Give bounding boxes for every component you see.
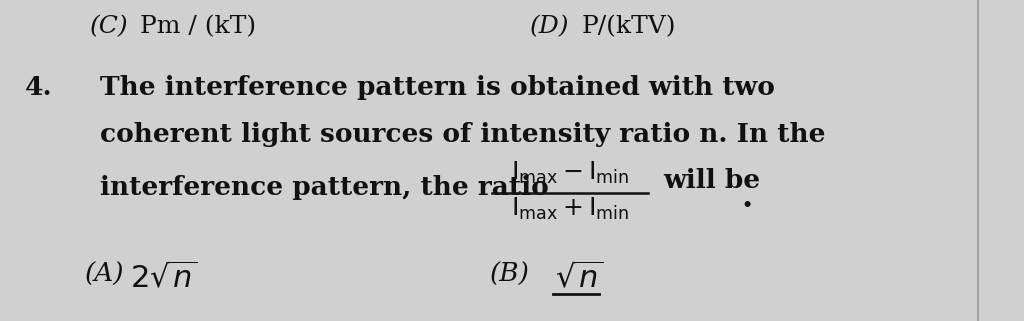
Text: interference pattern, the ratio: interference pattern, the ratio xyxy=(100,175,549,200)
Text: (C): (C) xyxy=(90,15,129,38)
Text: .: . xyxy=(741,183,753,214)
Text: (A): (A) xyxy=(85,262,125,287)
Text: 4.: 4. xyxy=(25,75,52,100)
Text: (B): (B) xyxy=(490,262,529,287)
Text: $\mathrm{I_{max}+I_{min}}$: $\mathrm{I_{max}+I_{min}}$ xyxy=(511,196,629,222)
Text: $\mathrm{I_{max}-I_{min}}$: $\mathrm{I_{max}-I_{min}}$ xyxy=(511,160,629,186)
Text: Pm / (kT): Pm / (kT) xyxy=(140,15,256,38)
Text: P/(kTV): P/(kTV) xyxy=(582,15,677,38)
Text: $2\sqrt{n}$: $2\sqrt{n}$ xyxy=(130,262,198,294)
Text: coherent light sources of intensity ratio n. In the: coherent light sources of intensity rati… xyxy=(100,122,825,147)
Text: The interference pattern is obtained with two: The interference pattern is obtained wit… xyxy=(100,75,775,100)
Text: (D): (D) xyxy=(530,15,569,38)
Text: will be: will be xyxy=(663,168,760,193)
Text: $\sqrt{n}$: $\sqrt{n}$ xyxy=(555,262,603,294)
